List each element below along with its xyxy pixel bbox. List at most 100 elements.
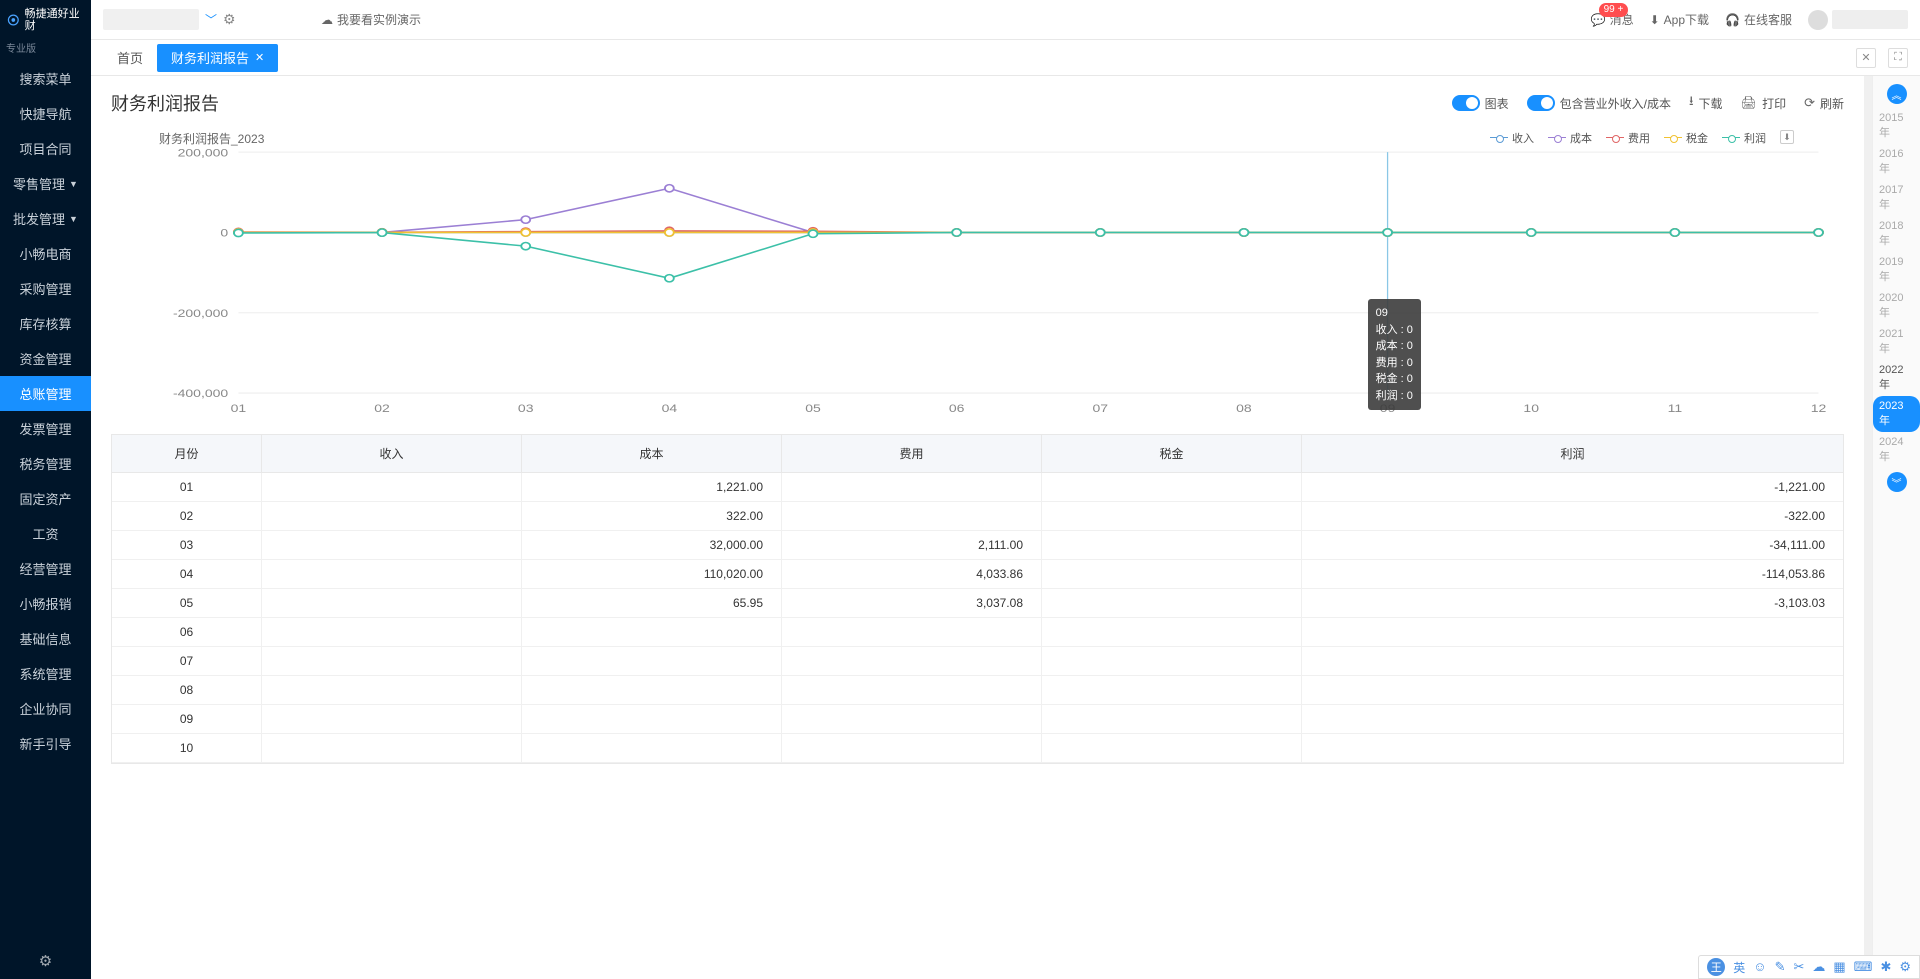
sidebar-item[interactable]: 总账管理 xyxy=(0,376,91,411)
ime-toolbar[interactable]: 王 英 ☺ ✎ ✂ ☁ ▦ ⌨ ✱ ⚙ xyxy=(1698,955,1920,979)
sidebar-item[interactable]: 经营管理 xyxy=(0,551,91,586)
sidebar-item[interactable]: 系统管理 xyxy=(0,656,91,691)
sidebar-item-label: 固定资产 xyxy=(19,489,71,508)
svg-text:10: 10 xyxy=(1523,401,1539,414)
tab[interactable]: 财务利润报告✕ xyxy=(157,44,278,72)
ime-tool-icon[interactable]: ☺ xyxy=(1753,959,1766,975)
ime-badge[interactable]: 王 xyxy=(1707,958,1725,976)
table-row[interactable]: 06 xyxy=(112,618,1843,647)
year-item[interactable]: 2022年 xyxy=(1873,360,1920,396)
table-row[interactable]: 011,221.00-1,221.00 xyxy=(112,473,1843,502)
scrollbar[interactable] xyxy=(1864,76,1872,979)
ime-tool-icon[interactable]: ✎ xyxy=(1775,959,1786,975)
table-cell: -34,111.00 xyxy=(1302,531,1843,559)
app-download-button[interactable]: ⬇ App下载 xyxy=(1650,11,1709,28)
profit-table: 月份收入成本费用税金利润 011,221.00-1,221.0002322.00… xyxy=(111,434,1844,764)
ime-lang[interactable]: 英 xyxy=(1733,959,1745,976)
toggle-include-extra[interactable]: 包含营业外收入/成本 xyxy=(1527,95,1671,112)
org-selector[interactable]: ﹀ ⚙ xyxy=(103,9,303,30)
profit-chart: 财务利润报告_2023 收入成本费用税金利润⬇ -400,000-200,000… xyxy=(111,124,1844,424)
legend-item[interactable]: 利润 xyxy=(1722,130,1766,146)
sidebar-item[interactable]: 库存核算 xyxy=(0,306,91,341)
sidebar-item-label: 批发管理 xyxy=(13,209,65,228)
year-item[interactable]: 2023年 xyxy=(1873,396,1920,432)
table-cell xyxy=(1042,531,1302,559)
sidebar-item[interactable]: 固定资产 xyxy=(0,481,91,516)
toggle-chart[interactable]: 图表 xyxy=(1452,95,1509,112)
sidebar-item[interactable]: 税务管理 xyxy=(0,446,91,481)
ime-tool-icon[interactable]: ☁ xyxy=(1812,959,1825,975)
ime-tool-icon[interactable]: ▦ xyxy=(1833,959,1845,975)
table-cell xyxy=(262,502,522,530)
table-row[interactable]: 10 xyxy=(112,734,1843,763)
user-menu[interactable] xyxy=(1808,10,1908,30)
year-item[interactable]: 2017年 xyxy=(1873,180,1920,216)
chart-save-button[interactable]: ⬇ xyxy=(1780,130,1794,144)
sidebar-item-label: 基础信息 xyxy=(19,629,71,648)
year-up-button[interactable]: ︽ xyxy=(1887,84,1907,104)
sidebar-item[interactable]: 工资 xyxy=(0,516,91,551)
table-cell xyxy=(522,647,782,675)
svg-text:-200,000: -200,000 xyxy=(173,306,228,319)
svg-text:12: 12 xyxy=(1811,401,1827,414)
sidebar-item[interactable]: 小畅电商 xyxy=(0,236,91,271)
table-cell xyxy=(1302,705,1843,733)
table-row[interactable]: 02322.00-322.00 xyxy=(112,502,1843,531)
ime-tool-icon[interactable]: ✂ xyxy=(1793,959,1804,975)
toggle-switch[interactable] xyxy=(1527,95,1555,111)
table-row[interactable]: 0565.953,037.08-3,103.03 xyxy=(112,589,1843,618)
year-item[interactable]: 2016年 xyxy=(1873,144,1920,180)
year-item[interactable]: 2020年 xyxy=(1873,288,1920,324)
demo-link[interactable]: ☁ 我要看实例演示 xyxy=(321,11,421,28)
sidebar-item[interactable]: 快捷导航 xyxy=(0,96,91,131)
sidebar-item[interactable]: 小畅报销 xyxy=(0,586,91,621)
sidebar-item[interactable]: 资金管理 xyxy=(0,341,91,376)
sidebar-item[interactable]: 新手引导 xyxy=(0,726,91,761)
legend-item[interactable]: 费用 xyxy=(1606,130,1650,146)
tab-close-all-button[interactable]: ✕ xyxy=(1856,48,1876,68)
year-item[interactable]: 2021年 xyxy=(1873,324,1920,360)
gear-icon[interactable]: ⚙ xyxy=(223,11,236,28)
table-row[interactable]: 0332,000.002,111.00-34,111.00 xyxy=(112,531,1843,560)
legend-item[interactable]: 收入 xyxy=(1490,130,1534,146)
toggle-switch[interactable] xyxy=(1452,95,1480,111)
ime-tool-icon[interactable]: ✱ xyxy=(1880,959,1891,975)
table-row[interactable]: 09 xyxy=(112,705,1843,734)
online-service-button[interactable]: 🎧 在线客服 xyxy=(1725,11,1792,28)
sidebar-item[interactable]: 采购管理 xyxy=(0,271,91,306)
sidebar-item-label: 快捷导航 xyxy=(19,104,71,123)
chart-canvas[interactable]: -400,000-200,0000200,0000102030405060708… xyxy=(111,148,1844,418)
sidebar-item[interactable]: 发票管理 xyxy=(0,411,91,446)
ime-tool-icon[interactable]: ⌨ xyxy=(1854,959,1873,975)
sidebar-item[interactable]: 零售管理▼ xyxy=(0,166,91,201)
fullscreen-button[interactable]: ⛶ xyxy=(1888,48,1908,68)
messages-button[interactable]: 💬 消息 99 + xyxy=(1591,11,1634,28)
table-cell xyxy=(782,502,1042,530)
tab[interactable]: 首页 xyxy=(103,44,157,72)
svg-text:07: 07 xyxy=(1093,401,1109,414)
refresh-button[interactable]: ⟳ 刷新 xyxy=(1804,95,1844,112)
legend-item[interactable]: 税金 xyxy=(1664,130,1708,146)
table-row[interactable]: 08 xyxy=(112,676,1843,705)
sidebar-item[interactable]: 基础信息 xyxy=(0,621,91,656)
sidebar-item[interactable]: 项目合同 xyxy=(0,131,91,166)
year-down-button[interactable]: ︾ xyxy=(1887,472,1907,492)
close-icon[interactable]: ✕ xyxy=(255,51,264,64)
year-item[interactable]: 2018年 xyxy=(1873,216,1920,252)
sidebar-item[interactable]: 批发管理▼ xyxy=(0,201,91,236)
sidebar-item[interactable]: 企业协同 xyxy=(0,691,91,726)
table-header: 税金 xyxy=(1042,435,1302,472)
year-item[interactable]: 2024年 xyxy=(1873,432,1920,468)
table-row[interactable]: 04110,020.004,033.86-114,053.86 xyxy=(112,560,1843,589)
print-button[interactable]: 🖨 打印 xyxy=(1741,95,1787,112)
table-row[interactable]: 07 xyxy=(112,647,1843,676)
year-item[interactable]: 2019年 xyxy=(1873,252,1920,288)
legend-item[interactable]: 成本 xyxy=(1548,130,1592,146)
download-button[interactable]: ⭳ 下载 xyxy=(1689,92,1723,114)
ime-tool-icon[interactable]: ⚙ xyxy=(1899,959,1911,975)
year-item[interactable]: 2015年 xyxy=(1873,108,1920,144)
table-cell xyxy=(262,473,522,501)
sidebar-item-label: 零售管理 xyxy=(13,174,65,193)
settings-icon[interactable]: ⚙ xyxy=(39,952,52,970)
sidebar-item[interactable]: 搜索菜单 xyxy=(0,61,91,96)
